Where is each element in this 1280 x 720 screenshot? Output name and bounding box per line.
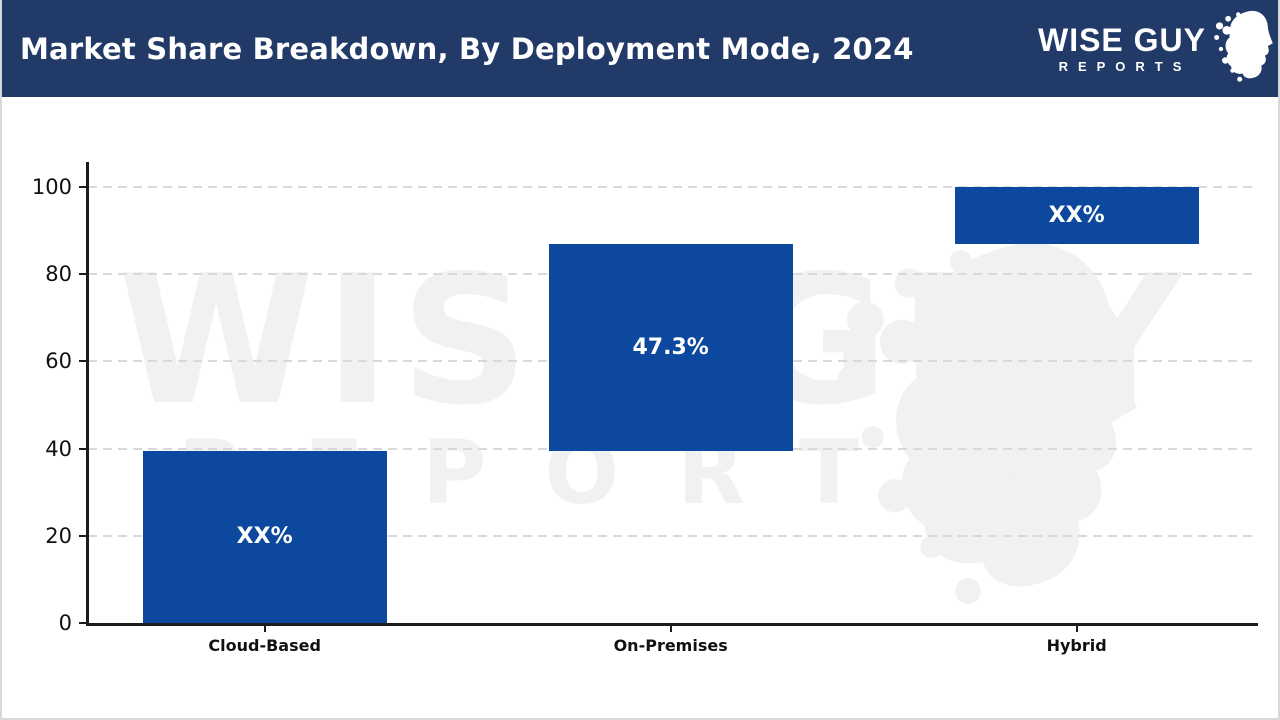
bar-cloud-based (142, 450, 387, 623)
bar-value-label-cloud-based: XX% (236, 523, 293, 549)
logo-brand-subtitle: REPORTS (1058, 59, 1192, 74)
y-tick-label-80: 80 (45, 262, 72, 287)
bar-value-label-hybrid: XX% (1048, 202, 1105, 228)
chart-canvas: WISE GUY REPORTS 020406080100XX%Cloud-Ba… (0, 97, 1280, 720)
header-bar: Market Share Breakdown, By Deployment Mo… (0, 0, 1280, 97)
y-tickmark-0 (79, 622, 88, 624)
x-tick-label-on-premises: On-Premises (613, 636, 728, 655)
wise-guy-reports-logo: WISE GUY REPORTS (1038, 0, 1280, 97)
x-tick-label-cloud-based: Cloud-Based (208, 636, 321, 655)
y-tick-label-0: 0 (58, 611, 72, 635)
y-tickmark-80 (79, 273, 88, 276)
page-title: Market Share Breakdown, By Deployment Mo… (20, 31, 914, 66)
bar-on-premises (548, 244, 793, 451)
y-tickmark-40 (79, 447, 88, 450)
bar-hybrid (954, 186, 1199, 245)
x-axis-spine (86, 623, 1258, 626)
watermark-face-icon (837, 243, 1137, 604)
y-axis-spine (86, 162, 89, 625)
y-tickmark-100 (79, 185, 88, 188)
y-tickmark-60 (79, 360, 88, 363)
x-tickmark-on-premises (669, 623, 672, 632)
x-tickmark-cloud-based (263, 623, 266, 632)
y-tick-label-60: 60 (45, 349, 72, 374)
gridline-100 (88, 185, 1258, 188)
y-tick-label-40: 40 (45, 436, 72, 461)
dotted-face-icon (1214, 10, 1273, 82)
x-tickmark-hybrid (1075, 623, 1078, 632)
logo-brand-name: WISE GUY (1037, 22, 1206, 58)
y-tickmark-20 (79, 534, 88, 537)
bar-value-label-on-premises: 47.3% (632, 334, 709, 360)
logo-text: WISE GUY REPORTS (1038, 24, 1206, 73)
x-tick-label-hybrid: Hybrid (1046, 636, 1107, 655)
y-tick-label-100: 100 (31, 174, 72, 199)
y-tick-label-20: 20 (45, 523, 72, 548)
gridline-20 (88, 534, 1258, 537)
